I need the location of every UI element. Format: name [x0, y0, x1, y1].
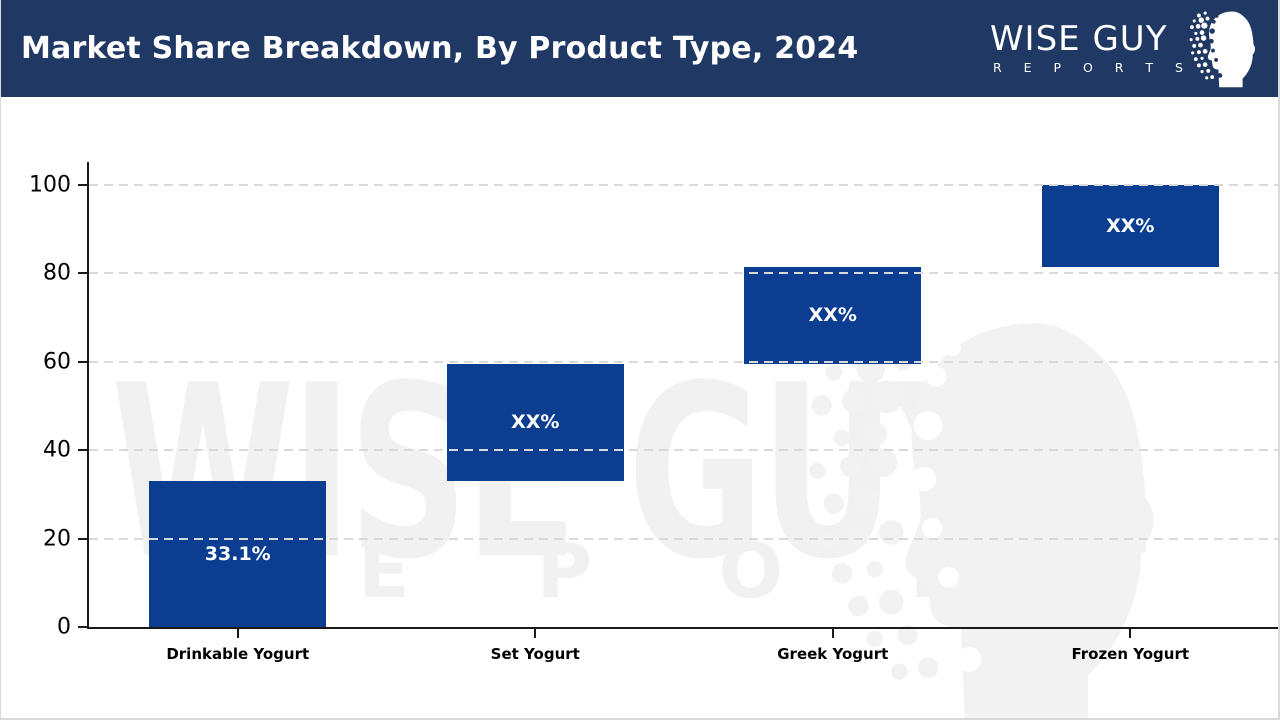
bar-frozen-yogurt — [1041, 185, 1219, 268]
y-tick-0 — [78, 626, 87, 628]
y-tick-40 — [78, 449, 87, 452]
plot-area: 33.1% XX% XX% XX% — [89, 184, 1278, 627]
bar-value-label: 33.1% — [204, 542, 271, 565]
logo-text: WISE GUY R E P O R T S — [990, 22, 1192, 75]
bar-set-yogurt — [446, 363, 624, 481]
bar-drinkable-yogurt — [149, 480, 327, 627]
logo-wordmark: WISE GUY — [989, 19, 1168, 59]
y-tick-label-40: 40 — [43, 437, 71, 463]
head-profile-icon — [1189, 11, 1256, 88]
y-tick-label-20: 20 — [43, 526, 71, 552]
gridline-100 — [89, 184, 1278, 186]
x-category-label: Greek Yogurt — [777, 645, 889, 663]
x-category-label: Frozen Yogurt — [1071, 645, 1190, 663]
bar-value-label: XX% — [1106, 215, 1155, 238]
y-tick-label-100: 100 — [29, 172, 71, 198]
y-tick-20 — [78, 537, 87, 540]
x-category-label: Set Yogurt — [490, 645, 580, 663]
wise-guy-reports-logo: WISE GUY R E P O R T S — [990, 8, 1266, 90]
gridline-80 — [89, 272, 1278, 275]
y-axis-line — [87, 162, 89, 629]
gridline-20 — [89, 537, 1278, 540]
y-tick-80 — [78, 272, 87, 275]
y-tick-label-80: 80 — [43, 260, 71, 286]
y-tick-60 — [78, 360, 87, 363]
y-tick-label-60: 60 — [43, 349, 71, 375]
y-tick-label-0: 0 — [57, 614, 71, 640]
x-tick-4 — [1129, 629, 1132, 638]
page-title: Market Share Breakdown, By Product Type,… — [21, 31, 859, 66]
header-bar: Market Share Breakdown, By Product Type,… — [1, 0, 1278, 97]
gridline-40 — [89, 449, 1278, 452]
logo-reports-label: R E P O R T S — [992, 60, 1192, 75]
x-axis-line — [87, 627, 1278, 629]
y-tick-100 — [78, 184, 87, 186]
x-tick-3 — [831, 629, 834, 638]
bar-greek-yogurt — [744, 267, 922, 364]
bar-value-label: XX% — [511, 411, 560, 434]
x-category-label: Drinkable Yogurt — [166, 645, 310, 663]
x-tick-1 — [236, 629, 239, 638]
gridline-60 — [89, 360, 1278, 363]
x-tick-2 — [534, 629, 537, 638]
bar-value-label: XX% — [808, 304, 857, 327]
